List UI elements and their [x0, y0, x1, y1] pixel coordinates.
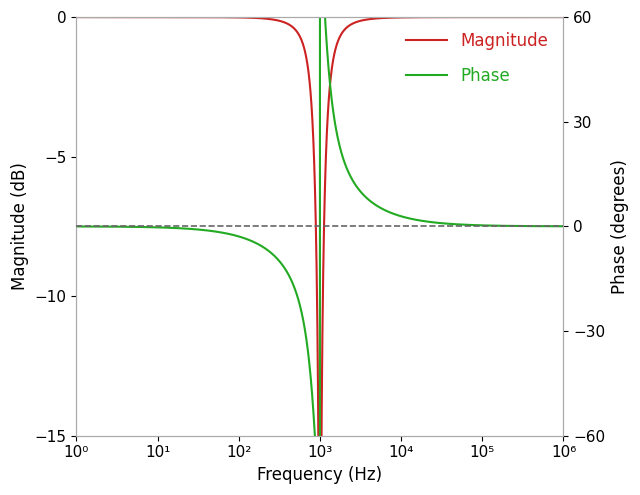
- Line: Phase: Phase: [76, 0, 563, 495]
- Magnitude: [75, 14, 83, 20]
- Magnitude: [72, 14, 80, 20]
- Magnitude: [93, 14, 100, 20]
- Phase: [559, 223, 567, 229]
- X-axis label: Frequency (Hz): Frequency (Hz): [257, 466, 383, 484]
- Magnitude: [310, 170, 318, 176]
- Phase: [72, 223, 80, 229]
- Magnitude: [534, 14, 541, 20]
- Magnitude: [102, 14, 109, 20]
- Phase: [310, 427, 318, 433]
- Phase: [93, 224, 100, 230]
- Legend: Magnitude, Phase: Magnitude, Phase: [399, 25, 555, 92]
- Line: Magnitude: Magnitude: [76, 17, 563, 495]
- Y-axis label: Phase (degrees): Phase (degrees): [611, 159, 629, 294]
- Phase: [534, 223, 541, 229]
- Y-axis label: Magnitude (dB): Magnitude (dB): [11, 162, 29, 290]
- Magnitude: [559, 14, 567, 20]
- Phase: [168, 225, 176, 231]
- Magnitude: [168, 14, 176, 20]
- Phase: [75, 224, 83, 230]
- Phase: [102, 224, 109, 230]
